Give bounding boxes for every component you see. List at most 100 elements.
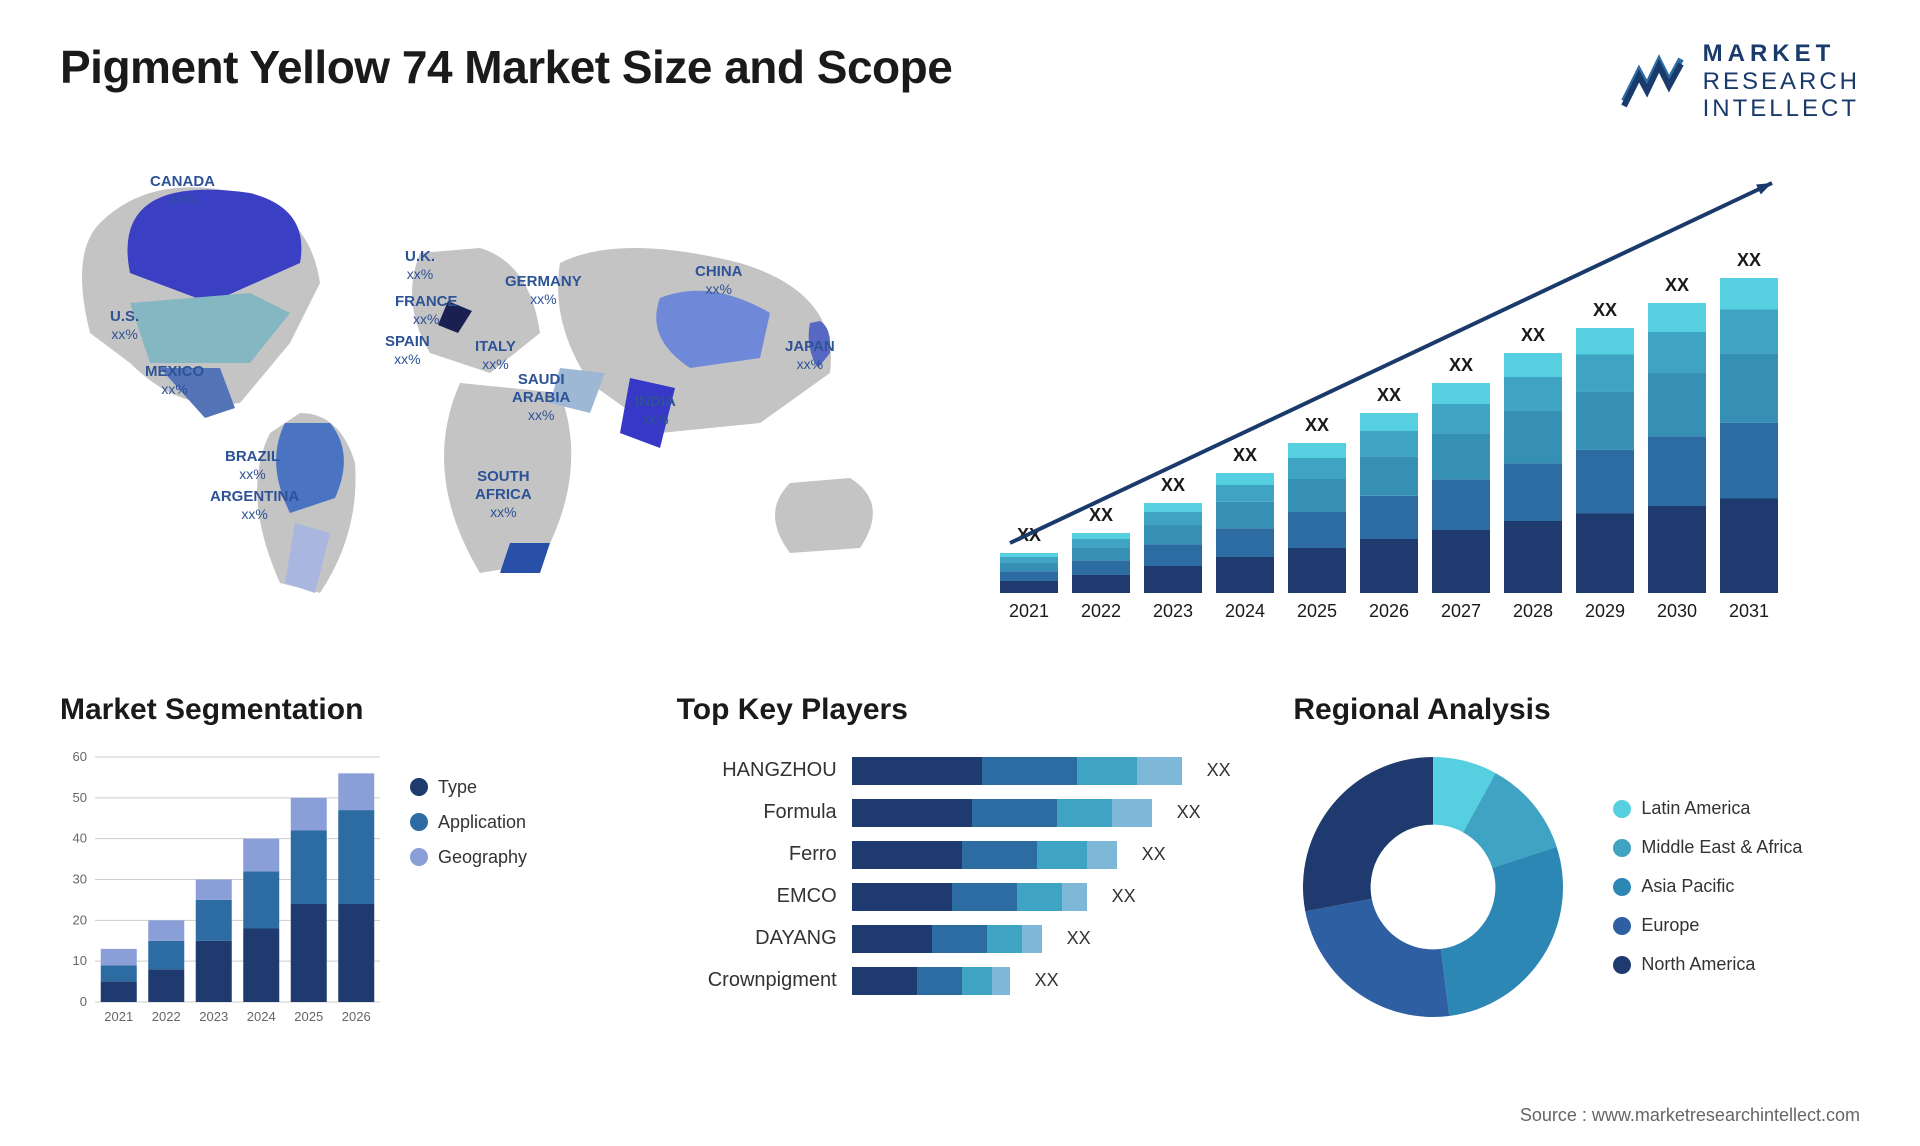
map-label: U.K.xx% (405, 248, 435, 283)
player-row: HANGZHOU XX (677, 757, 1244, 785)
svg-text:XX: XX (1305, 415, 1329, 435)
player-bar (852, 925, 1042, 953)
map-label: CHINAxx% (695, 263, 743, 298)
svg-text:2026: 2026 (342, 1009, 371, 1024)
svg-text:2024: 2024 (247, 1009, 276, 1024)
svg-text:XX: XX (1089, 505, 1113, 525)
map-label: JAPANxx% (785, 338, 835, 373)
players-title: Top Key Players (677, 693, 1244, 727)
map-label: ARGENTINAxx% (210, 488, 299, 523)
player-row: Crownpigment XX (677, 967, 1244, 995)
svg-text:2021: 2021 (1009, 601, 1049, 621)
map-label: SAUDIARABIAxx% (512, 371, 570, 424)
player-bar (852, 799, 1152, 827)
player-label: DAYANG (677, 927, 837, 950)
header: Pigment Yellow 74 Market Size and Scope … (60, 40, 1860, 123)
regional-legend: Latin America Middle East & Africa Asia Pa… (1613, 798, 1802, 975)
growth-chart: XX 2021 XX 2022 XX 2023 XX 2024 XX 2025 XX 2026 XX 20… (980, 153, 1860, 643)
svg-text:XX: XX (1377, 385, 1401, 405)
svg-text:2031: 2031 (1729, 601, 1769, 621)
player-row: EMCO XX (677, 883, 1244, 911)
svg-text:2023: 2023 (1153, 601, 1193, 621)
map-label: MEXICOxx% (145, 363, 204, 398)
legend-item: North America (1613, 954, 1802, 975)
world-map-section: CANADAxx% U.S.xx%MEXICOxx% BRAZILxx% ARGENT… (60, 153, 940, 643)
svg-text:40: 40 (73, 830, 87, 845)
svg-text:2023: 2023 (199, 1009, 228, 1024)
legend-item: Type (410, 777, 527, 798)
svg-text:2028: 2028 (1513, 601, 1553, 621)
player-bar (852, 757, 1182, 785)
map-label: GERMANYxx% (505, 273, 582, 308)
legend-item: Latin America (1613, 798, 1802, 819)
player-label: Ferro (677, 843, 837, 866)
regional-title: Regional Analysis (1293, 693, 1860, 727)
map-label: FRANCExx% (395, 293, 458, 328)
svg-text:2022: 2022 (152, 1009, 181, 1024)
player-label: Crownpigment (677, 969, 837, 992)
player-value: XX (1207, 760, 1231, 781)
top-row: CANADAxx% U.S.xx%MEXICOxx% BRAZILxx% ARGENT… (60, 153, 1860, 643)
players-bars: HANGZHOU XX Formula XX Ferro XX EMCO XX DAYANG XX… (677, 747, 1244, 995)
svg-text:20: 20 (73, 912, 87, 927)
player-label: Formula (677, 801, 837, 824)
regional-donut (1293, 747, 1573, 1027)
logo-line3: INTELLECT (1703, 95, 1860, 123)
segmentation-panel: Market Segmentation 0 10 20 30 40 50 60 2021 202… (60, 693, 627, 1053)
map-label: SPAINxx% (385, 333, 430, 368)
svg-text:XX: XX (1233, 445, 1257, 465)
player-row: Formula XX (677, 799, 1244, 827)
bottom-row: Market Segmentation 0 10 20 30 40 50 60 2021 202… (60, 693, 1860, 1053)
legend-item: Middle East & Africa (1613, 837, 1802, 858)
map-label: U.S.xx% (110, 308, 139, 343)
svg-text:XX: XX (1521, 325, 1545, 345)
logo-line1: MARKET (1703, 40, 1860, 68)
svg-text:2024: 2024 (1225, 601, 1265, 621)
svg-text:XX: XX (1665, 275, 1689, 295)
player-value: XX (1142, 844, 1166, 865)
logo-icon (1619, 51, 1689, 111)
svg-text:XX: XX (1449, 355, 1473, 375)
player-label: HANGZHOU (677, 759, 837, 782)
svg-text:2022: 2022 (1081, 601, 1121, 621)
map-label: BRAZILxx% (225, 448, 280, 483)
svg-text:XX: XX (1161, 475, 1185, 495)
player-bar (852, 841, 1117, 869)
player-value: XX (1067, 928, 1091, 949)
player-label: EMCO (677, 885, 837, 908)
logo-line2: RESEARCH (1703, 68, 1860, 96)
svg-text:50: 50 (73, 790, 87, 805)
regional-panel: Regional Analysis Latin America Middle Ea… (1293, 693, 1860, 1053)
map-label: ITALYxx% (475, 338, 516, 373)
svg-text:2027: 2027 (1441, 601, 1481, 621)
svg-text:2021: 2021 (104, 1009, 133, 1024)
brand-logo: MARKET RESEARCH INTELLECT (1619, 40, 1860, 123)
svg-text:10: 10 (73, 953, 87, 968)
player-value: XX (1112, 886, 1136, 907)
svg-text:XX: XX (1737, 250, 1761, 270)
source-attribution: Source : www.marketresearchintellect.com (1520, 1105, 1860, 1126)
svg-text:2026: 2026 (1369, 601, 1409, 621)
svg-text:30: 30 (73, 871, 87, 886)
svg-text:2025: 2025 (1297, 601, 1337, 621)
svg-text:2025: 2025 (294, 1009, 323, 1024)
legend-item: Application (410, 812, 527, 833)
player-value: XX (1035, 970, 1059, 991)
map-label: INDIAxx% (635, 393, 676, 428)
segmentation-bars: 0 10 20 30 40 50 60 2021 2022 2023 2024 2025 2026 (60, 747, 380, 1027)
player-row: Ferro XX (677, 841, 1244, 869)
legend-item: Geography (410, 847, 527, 868)
page-title: Pigment Yellow 74 Market Size and Scope (60, 40, 952, 94)
segmentation-title: Market Segmentation (60, 693, 627, 727)
legend-item: Europe (1613, 915, 1802, 936)
svg-text:2030: 2030 (1657, 601, 1697, 621)
svg-text:60: 60 (73, 749, 87, 764)
players-panel: Top Key Players HANGZHOUXXFormulaXXFerro… (677, 693, 1244, 1053)
legend-item: Asia Pacific (1613, 876, 1802, 897)
player-value: XX (1177, 802, 1201, 823)
svg-text:2029: 2029 (1585, 601, 1625, 621)
growth-bars: XX 2021 XX 2022 XX 2023 XX 2024 XX 2025 XX 2026 XX 20… (980, 153, 1810, 643)
svg-text:0: 0 (80, 994, 87, 1009)
map-label: CANADAxx% (150, 173, 215, 208)
player-row: DAYANG XX (677, 925, 1244, 953)
